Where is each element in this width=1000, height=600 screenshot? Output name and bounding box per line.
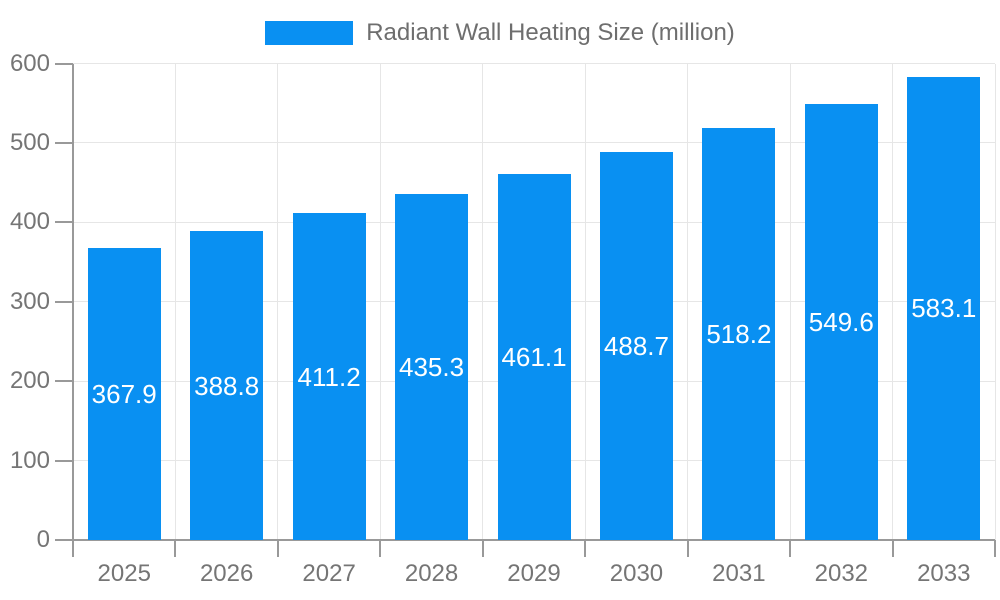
gridline-horizontal bbox=[73, 63, 995, 64]
gridline-vertical bbox=[277, 63, 279, 540]
x-axis-tick-label: 2029 bbox=[507, 560, 561, 587]
gridline-vertical bbox=[892, 63, 894, 540]
legend-swatch-icon bbox=[265, 21, 354, 45]
y-axis-tick-label: 100 bbox=[9, 446, 50, 474]
x-axis-tick-label: 2031 bbox=[712, 560, 766, 587]
gridline-vertical bbox=[379, 63, 381, 540]
x-axis-line bbox=[72, 539, 995, 541]
x-axis-tick-label: 2030 bbox=[609, 560, 664, 587]
x-axis-tick-label: 2033 bbox=[917, 560, 971, 587]
bar-value-label: 518.2 bbox=[706, 319, 772, 350]
bar-value-label: 583.1 bbox=[911, 293, 977, 324]
y-axis-tick bbox=[55, 141, 73, 144]
y-axis-tick bbox=[55, 459, 73, 462]
y-axis-line bbox=[72, 63, 74, 541]
y-axis-tick-label: 0 bbox=[36, 526, 50, 553]
y-axis-tick-label: 300 bbox=[9, 287, 50, 315]
gridline-vertical bbox=[687, 63, 689, 540]
bar-value-label: 461.1 bbox=[501, 341, 567, 372]
bar-2033[interactable]: 583.1 bbox=[907, 76, 981, 540]
x-axis-tick bbox=[379, 540, 382, 557]
y-axis-tick bbox=[55, 62, 73, 65]
y-axis-tick-label: 600 bbox=[9, 49, 50, 77]
x-axis-tick bbox=[789, 540, 792, 557]
bar-2030[interactable]: 488.7 bbox=[599, 151, 673, 540]
bar-2029[interactable]: 461.1 bbox=[497, 173, 571, 540]
x-axis-tick bbox=[72, 540, 74, 557]
y-axis-tick bbox=[55, 539, 73, 541]
bar-value-label: 549.6 bbox=[808, 306, 874, 337]
bar-value-label: 411.2 bbox=[297, 361, 361, 392]
bar-2032[interactable]: 549.6 bbox=[804, 103, 878, 540]
legend-label: Radiant Wall Heating Size (million) bbox=[366, 19, 735, 46]
y-axis-tick bbox=[55, 221, 73, 224]
gridline-vertical bbox=[789, 63, 791, 540]
x-axis-tick-label: 2025 bbox=[97, 560, 151, 587]
y-axis-tick-label: 500 bbox=[9, 128, 50, 156]
bar-value-label: 435.3 bbox=[399, 352, 465, 383]
x-axis-tick-label: 2027 bbox=[302, 560, 356, 587]
x-axis-tick-label: 2026 bbox=[199, 560, 254, 587]
x-axis-tick bbox=[994, 540, 996, 557]
gridline-vertical bbox=[482, 63, 484, 540]
gridline-vertical bbox=[174, 63, 176, 540]
y-axis-tick-label: 400 bbox=[9, 208, 50, 236]
x-axis-tick bbox=[891, 540, 894, 557]
bar-2027[interactable]: 411.2 bbox=[292, 213, 366, 540]
gridline-horizontal bbox=[73, 142, 995, 144]
bar-2025[interactable]: 367.9 bbox=[87, 247, 161, 540]
x-axis-tick bbox=[686, 540, 689, 557]
bar-value-label: 388.8 bbox=[194, 370, 260, 401]
gridline-vertical bbox=[584, 63, 586, 540]
x-axis-tick bbox=[276, 540, 279, 557]
bar-value-label: 488.7 bbox=[603, 330, 669, 361]
y-axis-tick bbox=[55, 380, 73, 383]
x-axis-tick bbox=[584, 540, 587, 557]
x-axis-tick-label: 2032 bbox=[814, 560, 869, 587]
bar-value-label: 367.9 bbox=[91, 378, 157, 409]
y-axis-tick-label: 200 bbox=[9, 367, 50, 395]
bar-2028[interactable]: 435.3 bbox=[395, 194, 469, 540]
bar-2031[interactable]: 518.2 bbox=[702, 128, 776, 540]
bar-2026[interactable]: 388.8 bbox=[190, 231, 264, 540]
chart-legend[interactable]: Radiant Wall Heating Size (million) bbox=[0, 14, 1000, 52]
y-axis-tick bbox=[55, 300, 73, 303]
gridline-vertical bbox=[994, 63, 996, 540]
x-axis-tick-label: 2028 bbox=[404, 560, 459, 587]
x-axis-tick bbox=[481, 540, 484, 557]
x-axis-tick bbox=[174, 540, 177, 557]
